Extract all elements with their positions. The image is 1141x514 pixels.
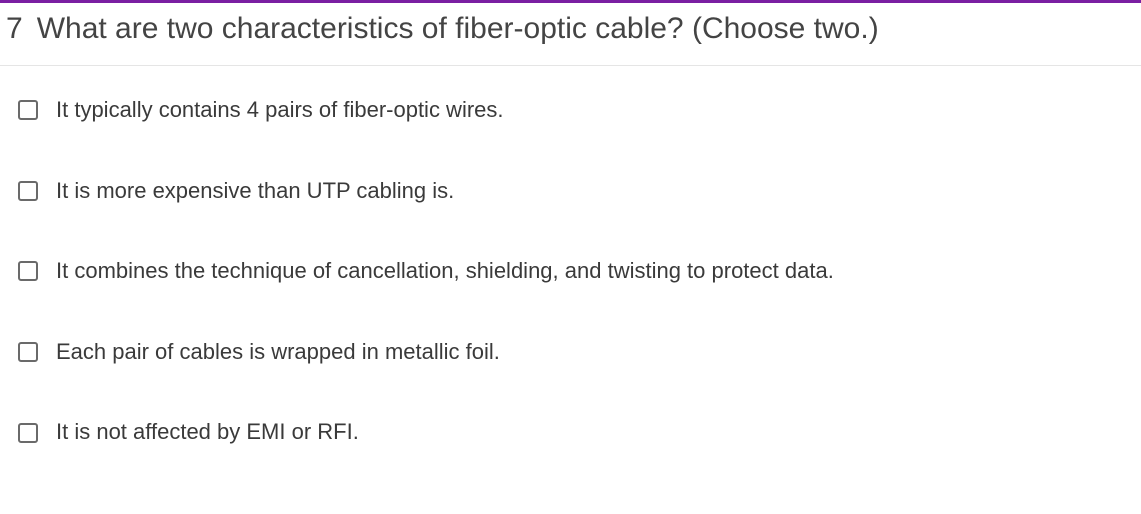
option-row[interactable]: It combines the technique of cancellatio…	[18, 257, 1135, 286]
option-label: It is more expensive than UTP cabling is…	[56, 177, 454, 206]
question-number: 7	[6, 11, 23, 47]
quiz-question-container: 7 What are two characteristics of fiber-…	[0, 0, 1141, 447]
option-row[interactable]: Each pair of cables is wrapped in metall…	[18, 338, 1135, 367]
options-list: It typically contains 4 pairs of fiber-o…	[0, 66, 1141, 447]
option-row[interactable]: It is not affected by EMI or RFI.	[18, 418, 1135, 447]
checkbox[interactable]	[18, 181, 38, 201]
checkbox[interactable]	[18, 261, 38, 281]
option-label: It combines the technique of cancellatio…	[56, 257, 834, 286]
option-row[interactable]: It typically contains 4 pairs of fiber-o…	[18, 96, 1135, 125]
question-header: 7 What are two characteristics of fiber-…	[0, 3, 1141, 66]
checkbox[interactable]	[18, 342, 38, 362]
option-label: It is not affected by EMI or RFI.	[56, 418, 359, 447]
question-text: What are two characteristics of fiber-op…	[37, 11, 879, 47]
option-label: It typically contains 4 pairs of fiber-o…	[56, 96, 504, 125]
checkbox[interactable]	[18, 423, 38, 443]
option-label: Each pair of cables is wrapped in metall…	[56, 338, 500, 367]
checkbox[interactable]	[18, 100, 38, 120]
option-row[interactable]: It is more expensive than UTP cabling is…	[18, 177, 1135, 206]
